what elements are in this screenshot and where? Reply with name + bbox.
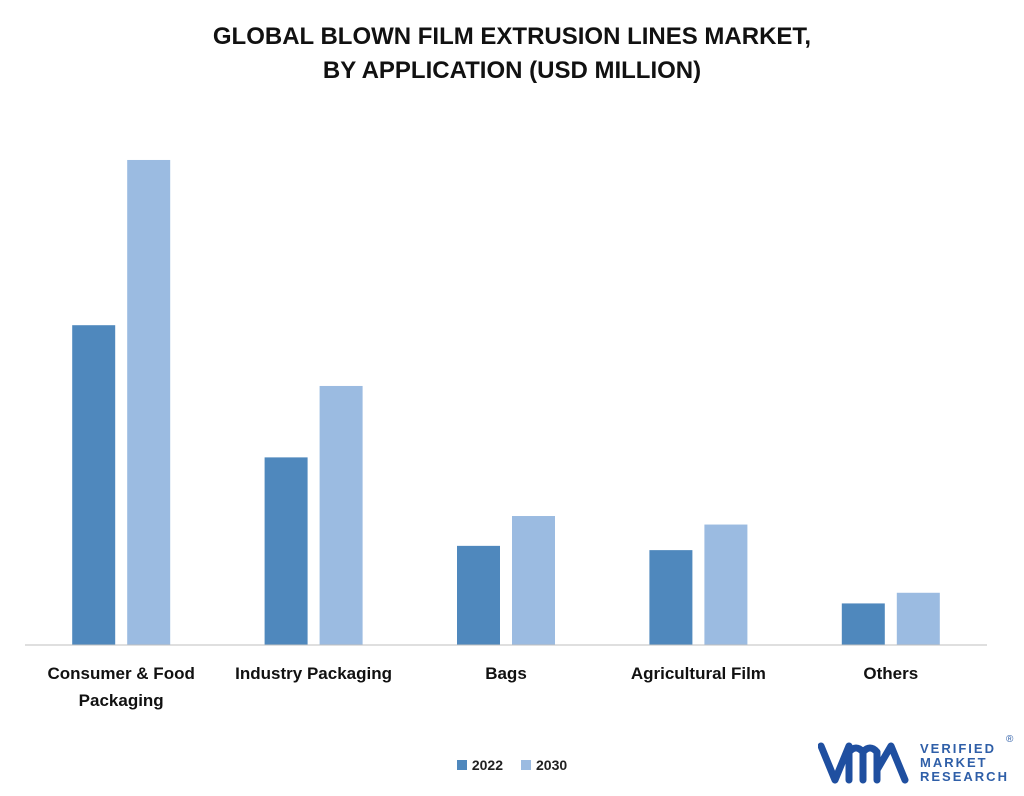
bar-2022-2 bbox=[457, 545, 500, 645]
category-label-0: Consumer & Food Packaging bbox=[21, 660, 221, 714]
bar-2030-0 bbox=[127, 159, 171, 645]
legend-swatch-2030 bbox=[521, 760, 531, 770]
bar-2022-1 bbox=[264, 457, 308, 645]
chart-title-line-1: GLOBAL BLOWN FILM EXTRUSION LINES MARKET… bbox=[212, 23, 812, 50]
category-label-4: Others bbox=[791, 660, 991, 687]
logo-word-market: MARKET bbox=[920, 755, 988, 770]
category-label-1: Industry Packaging bbox=[214, 660, 414, 687]
chart-title-line-2: BY APPLICATION (USD MILLION) bbox=[322, 57, 702, 84]
category-label-1-line-0: Industry Packaging bbox=[235, 664, 392, 683]
legend-item-2022: 2022 bbox=[456, 757, 503, 773]
bar-2030-2 bbox=[512, 516, 555, 645]
category-label-0-line-0: Consumer & Food bbox=[47, 664, 195, 683]
legend-label-2022: 2022 bbox=[471, 757, 503, 773]
chart-title: GLOBAL BLOWN FILM EXTRUSION LINES MARKET… bbox=[0, 20, 1024, 88]
vmr-logo: VERIFIED MARKET RESEARCH ® bbox=[818, 734, 1018, 788]
category-label-2-line-0: Bags bbox=[485, 664, 527, 683]
bar-2022-0 bbox=[72, 325, 116, 645]
category-label-3: Agricultural Film bbox=[598, 660, 798, 687]
category-label-4-line-0: Others bbox=[863, 664, 919, 683]
logo-word-verified: VERIFIED bbox=[920, 741, 996, 756]
legend-label-2030: 2030 bbox=[536, 757, 568, 773]
logo-word-research: RESEARCH bbox=[920, 769, 1009, 784]
category-label-0-line-1: Packaging bbox=[78, 691, 164, 710]
bar-2022-4 bbox=[841, 603, 885, 645]
bars-group bbox=[72, 159, 940, 645]
bar-2030-3 bbox=[704, 524, 748, 645]
bar-2030-4 bbox=[896, 592, 940, 645]
legend-item-2030: 2030 bbox=[521, 757, 567, 773]
legend-swatch-2022 bbox=[456, 760, 467, 770]
bar-2030-1 bbox=[319, 385, 363, 645]
category-label-2: Bags bbox=[406, 660, 606, 687]
logo-registered-mark: ® bbox=[1006, 734, 1014, 745]
bar-2022-3 bbox=[649, 550, 693, 645]
vmr-logo-mark bbox=[818, 742, 909, 784]
legend: 2022 2030 bbox=[0, 757, 1024, 773]
category-label-3-line-0: Agricultural Film bbox=[630, 664, 766, 683]
